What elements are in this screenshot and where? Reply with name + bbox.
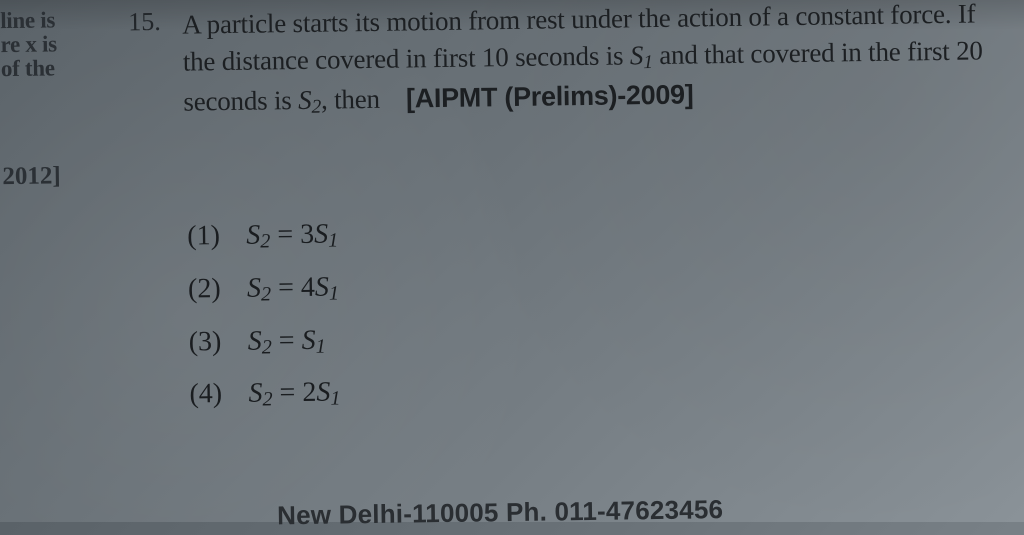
subscript-2: 2 xyxy=(311,97,321,118)
option-lhs: S xyxy=(246,220,260,251)
option-rsub: 1 xyxy=(328,229,338,251)
option-lhs: S xyxy=(248,325,262,356)
fragment-line: line is xyxy=(0,8,110,34)
fragment-line: of the xyxy=(1,56,111,82)
variable-s2: S xyxy=(298,85,312,115)
option-rhs: S xyxy=(314,219,328,250)
option-eq: = xyxy=(272,325,302,356)
option-rsub: 1 xyxy=(330,388,340,410)
option-2: (2) S2 = 4S1 xyxy=(188,265,340,312)
options-list: (1) S2 = 3S1 (2) S2 = 4S1 (3) S2 = S1 (4… xyxy=(187,212,341,425)
option-lhs: S xyxy=(248,378,262,409)
question-block: 15. A particle starts its motion from re… xyxy=(128,0,1006,124)
fragment-line: re x is xyxy=(0,32,110,58)
year-fragment: 2012] xyxy=(2,162,61,191)
left-margin-fragments: line is re x is of the xyxy=(0,8,111,82)
option-number: (4) xyxy=(189,372,242,418)
option-lsub: 2 xyxy=(261,283,271,305)
exam-tag: [AIPMT (Prelims)-2009] xyxy=(406,80,694,114)
footer-contact: New Delhi-110005 Ph. 011-47623456 xyxy=(277,494,723,531)
page-scan: line is re x is of the 2012] 15. A parti… xyxy=(0,0,1024,529)
option-rsub: 1 xyxy=(329,282,339,304)
option-rhs: S xyxy=(316,377,330,408)
subscript-1: 1 xyxy=(643,52,653,73)
option-eq: = 2 xyxy=(272,377,316,409)
option-eq: = 4 xyxy=(271,272,315,304)
option-lsub: 2 xyxy=(262,389,272,411)
question-number: 15. xyxy=(128,7,178,38)
option-lsub: 2 xyxy=(262,336,272,358)
option-eq: = 3 xyxy=(270,219,314,251)
option-number: (1) xyxy=(187,214,240,260)
option-rsub: 1 xyxy=(316,335,326,357)
option-4: (4) S2 = 2S1 xyxy=(189,371,341,418)
option-number: (3) xyxy=(188,319,241,365)
option-number: (2) xyxy=(188,267,241,313)
option-1: (1) S2 = 3S1 xyxy=(187,212,339,259)
option-lsub: 2 xyxy=(260,230,270,252)
variable-s1: S xyxy=(630,40,644,70)
option-lhs: S xyxy=(247,272,261,303)
option-rhs: S xyxy=(301,324,315,355)
question-text-part: , then xyxy=(321,84,380,115)
option-3: (3) S2 = S1 xyxy=(188,318,340,365)
option-rhs: S xyxy=(315,271,329,302)
question-text: A particle starts its motion from rest u… xyxy=(182,0,1000,123)
